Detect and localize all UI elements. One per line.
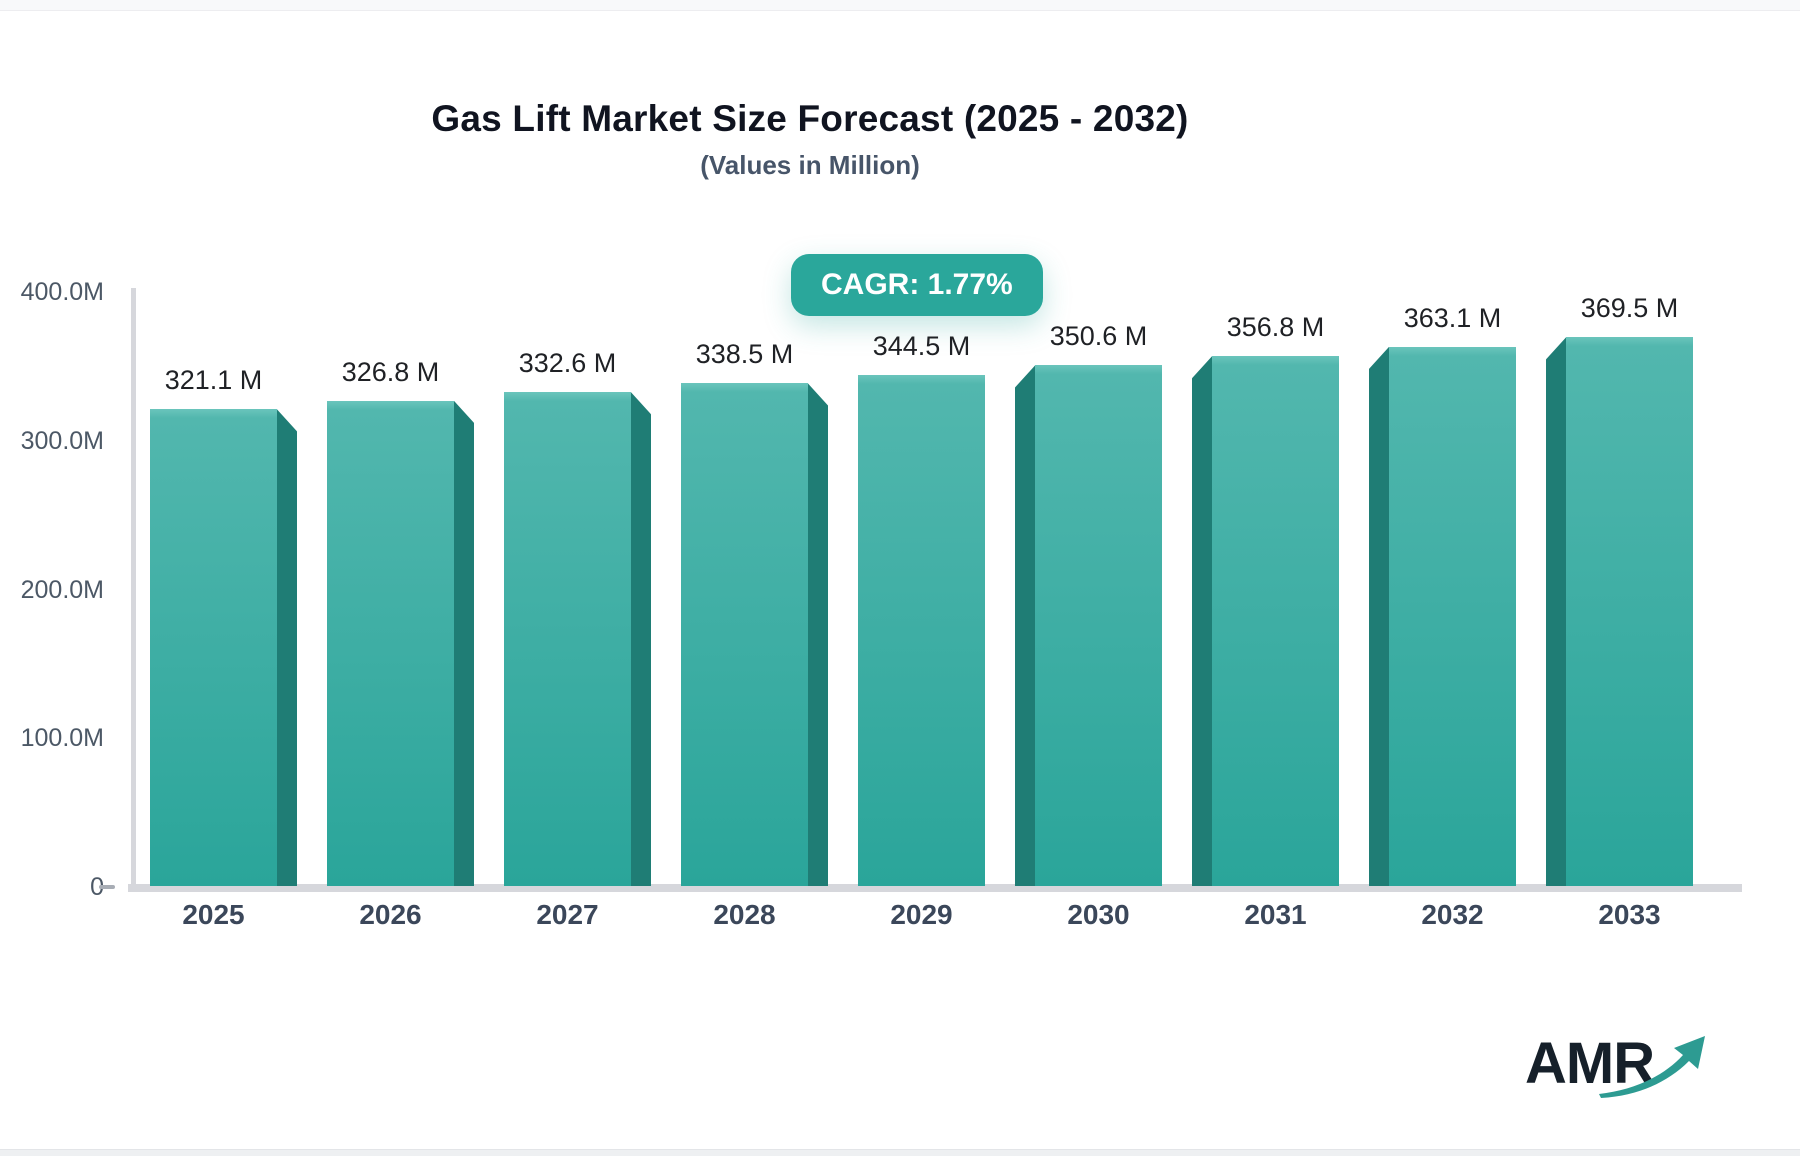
bar	[858, 374, 985, 886]
bar	[327, 400, 454, 886]
bar-side-face	[1369, 346, 1389, 886]
bar-side-face	[1015, 365, 1035, 886]
y-tick-label: 300.0M	[20, 426, 104, 455]
bar	[150, 409, 277, 886]
bar	[1035, 365, 1162, 886]
bar	[504, 392, 631, 886]
amr-logo-text: AMR	[1525, 1031, 1655, 1096]
bar	[1566, 337, 1693, 886]
bar	[1389, 346, 1516, 886]
bar-side-face	[277, 409, 297, 886]
y-tick-label: 400.0M	[20, 278, 104, 306]
bar-value-label: 321.1 M	[164, 365, 263, 396]
bar-value-label: 363.1 M	[1403, 302, 1502, 333]
x-axis-label: 2025	[182, 899, 245, 930]
bottom-strip	[0, 1149, 1800, 1156]
bar-side-face	[454, 400, 474, 886]
y-axis-line	[131, 288, 136, 892]
x-axis-label: 2028	[713, 899, 776, 930]
x-baseline	[128, 884, 1742, 892]
chart-subtitle: (Values in Million)	[700, 150, 920, 180]
bar-value-label: 356.8 M	[1226, 312, 1325, 343]
bar	[681, 383, 808, 886]
bar-side-face	[1192, 356, 1212, 886]
bar-side-face	[808, 383, 828, 886]
top-strip	[0, 0, 1800, 11]
x-axis-label: 2032	[1421, 899, 1484, 930]
bar-value-label: 344.5 M	[872, 330, 971, 361]
y-tick-label: 100.0M	[20, 724, 104, 753]
y-tick-dash	[99, 885, 115, 889]
bar-value-label: 338.5 M	[695, 339, 794, 370]
chart-title: Gas Lift Market Size Forecast (2025 - 20…	[431, 98, 1189, 139]
x-axis-label: 2029	[890, 899, 953, 930]
bar-value-label: 369.5 M	[1580, 293, 1679, 324]
x-axis-label: 2030	[1067, 899, 1130, 930]
trend-arrow-icon	[1599, 1036, 1705, 1098]
bar	[1212, 356, 1339, 886]
cagr-badge: CAGR: 1.77%	[791, 254, 1043, 316]
bar-side-face	[631, 392, 651, 886]
bar-value-label: 332.6 M	[518, 348, 617, 379]
amr-logo: AMR	[1525, 1030, 1725, 1120]
x-axis-label: 2031	[1244, 899, 1307, 930]
x-axis-label: 2026	[359, 899, 422, 930]
bar-value-label: 326.8 M	[341, 356, 440, 387]
y-tick-label: 0	[90, 873, 104, 901]
bar-value-label: 350.6 M	[1049, 321, 1148, 352]
x-axis-label: 2033	[1598, 899, 1661, 930]
x-axis-label: 2027	[536, 899, 599, 930]
y-tick-label: 200.0M	[20, 575, 104, 604]
bar-side-face	[1546, 337, 1566, 886]
